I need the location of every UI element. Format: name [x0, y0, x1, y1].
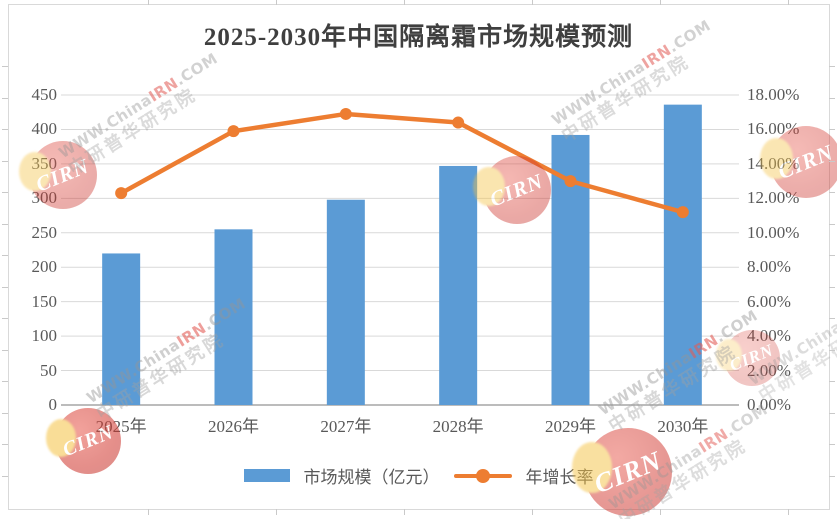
right-border-tick: [829, 412, 835, 414]
y-axis-left-tick-300: 300: [31, 188, 58, 208]
legend-bar-label: 市场规模（亿元）: [303, 468, 440, 487]
right-border-tick: [829, 223, 835, 225]
left-border-tick: [2, 475, 8, 477]
left-border-tick: [2, 223, 8, 225]
right-border-tick: [829, 160, 835, 162]
growth-rate-line: [118, 111, 686, 215]
top-border-tick: [532, 0, 533, 5]
x-axis-tick-2026年: 2026年: [208, 417, 259, 436]
y-axis-left-tick-450: 450: [31, 85, 58, 104]
y-axis-right-tick-0.00%: 0.00%: [747, 395, 791, 414]
legend-bar-swatch: [243, 469, 290, 482]
right-border-tick: [829, 475, 835, 477]
top-border-tick: [788, 0, 789, 5]
left-border-tick: [2, 381, 8, 382]
line-marker-2027年: [339, 107, 352, 120]
left-border-tick: [2, 129, 8, 130]
y-axis-right-tick-6.00%: 6.00%: [747, 291, 791, 311]
top-border-tick: [404, 0, 405, 5]
right-border-tick: [829, 381, 835, 382]
x-axis-tick-2029年: 2029年: [545, 417, 596, 436]
bar-2030年: [663, 104, 702, 406]
right-border-tick: [829, 444, 835, 445]
left-border-tick: [2, 160, 8, 162]
bar-2026年: [214, 229, 253, 405]
chart-title: 2025-2030年中国隔离霜市场规模预测: [203, 24, 634, 51]
right-border-tick: [829, 129, 835, 130]
x-axis-tick-2027年: 2027年: [320, 417, 372, 436]
y-axis-right-tick-4.00%: 4.00%: [747, 326, 791, 346]
right-border-tick: [829, 286, 835, 288]
y-axis-right-tick-2.00%: 2.00%: [747, 360, 791, 380]
top-border-tick: [276, 0, 277, 5]
line-marker-2030年: [676, 206, 689, 219]
top-border-tick: [660, 0, 661, 5]
y-axis-right-tick-18.00%: 18.00%: [747, 85, 800, 104]
x-axis-tick-2025年: 2025年: [95, 417, 147, 436]
right-border-tick: [829, 66, 835, 67]
bottom-border-tick: [532, 509, 533, 515]
bottom-border-tick: [148, 509, 149, 515]
left-border-tick: [2, 286, 8, 288]
left-border-tick: [2, 444, 8, 445]
y-axis-right-tick-16.00%: 16.00%: [747, 119, 800, 139]
left-border-tick: [2, 66, 8, 67]
right-border-tick: [829, 97, 835, 99]
line-marker-2025年: [115, 187, 128, 200]
y-axis-left-tick-200: 200: [31, 257, 58, 277]
bar-2025年: [102, 253, 141, 405]
legend-line-swatch: [453, 468, 512, 483]
left-border-tick: [2, 97, 8, 99]
y-axis-right-tick-14.00%: 14.00%: [747, 153, 800, 173]
bottom-border-tick: [276, 509, 277, 515]
bar-2028年: [439, 165, 478, 405]
bottom-border-tick: [660, 509, 661, 515]
left-border-tick: [2, 192, 8, 193]
right-border-tick: [829, 349, 835, 351]
x-axis-tick-2030年: 2030年: [657, 417, 709, 436]
legend: 市场规模（亿元） 年增长率: [0, 463, 837, 488]
y-axis-left-tick-0: 0: [48, 395, 58, 414]
y-axis-left-tick-400: 400: [31, 119, 58, 139]
line-marker-2029年: [564, 175, 577, 188]
legend-line-label: 年增长率: [525, 468, 594, 487]
line-marker-2028年: [452, 116, 465, 129]
y-axis-left-tick-250: 250: [31, 222, 58, 242]
bar-2027年: [326, 199, 365, 405]
y-axis-left-tick-100: 100: [31, 326, 58, 346]
line-marker-2026年: [227, 125, 240, 138]
bottom-border-tick: [788, 509, 789, 515]
left-border-tick: [2, 255, 8, 256]
left-border-tick: [2, 412, 8, 414]
right-border-tick: [829, 192, 835, 193]
left-border-tick: [2, 318, 8, 319]
y-axis-left-tick-350: 350: [31, 153, 58, 173]
right-border-tick: [829, 255, 835, 256]
right-border-tick: [829, 318, 835, 319]
left-border-tick: [2, 349, 8, 351]
top-border-tick: [148, 0, 149, 5]
y-axis-left-tick-150: 150: [31, 291, 58, 311]
y-axis-right-tick-12.00%: 12.00%: [747, 188, 800, 208]
y-axis-right-tick-8.00%: 8.00%: [747, 257, 791, 277]
x-axis-tick-2028年: 2028年: [432, 417, 484, 436]
y-axis-right-tick-10.00%: 10.00%: [747, 222, 800, 242]
bottom-border-tick: [404, 509, 405, 515]
legend-line-dot-icon: [475, 468, 490, 483]
y-axis-left-tick-50: 50: [40, 360, 57, 380]
